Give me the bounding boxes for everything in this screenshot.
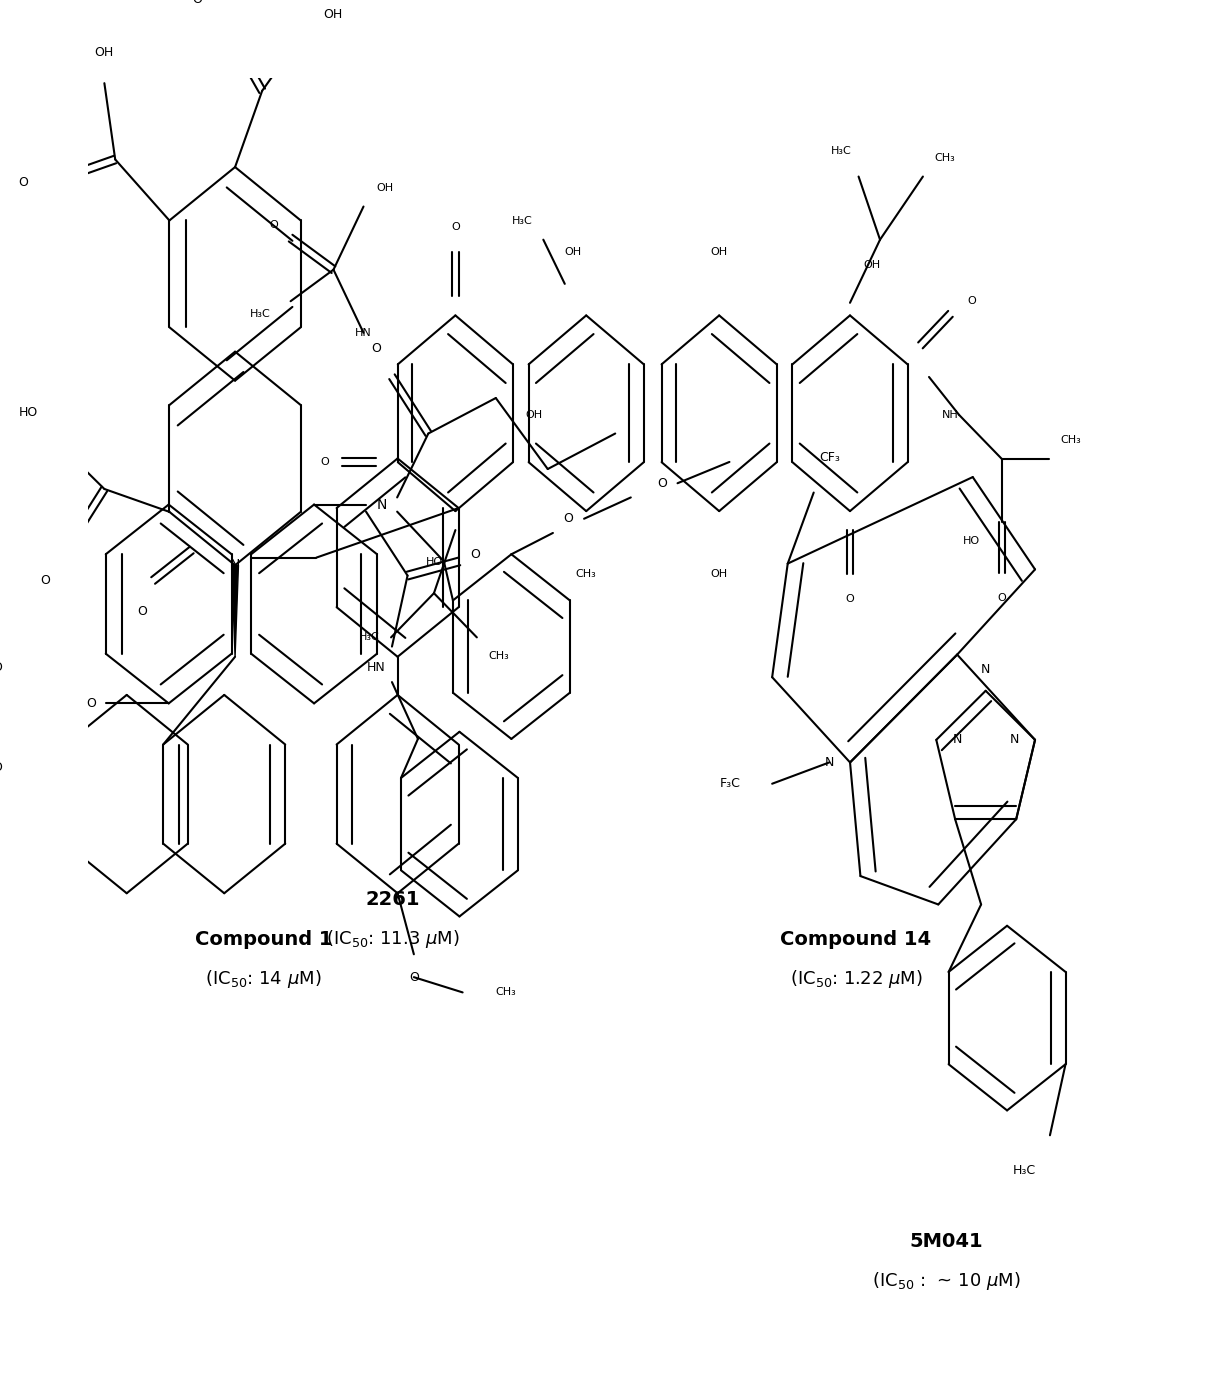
Text: (IC$_{50}$: 14 $\mu$M): (IC$_{50}$: 14 $\mu$M): [206, 967, 322, 990]
Text: O: O: [998, 594, 1006, 603]
Text: HO: HO: [18, 406, 38, 419]
Text: H₃C: H₃C: [250, 309, 271, 319]
Text: OH: OH: [564, 248, 581, 258]
Text: NH: NH: [942, 410, 958, 420]
Text: O: O: [371, 342, 382, 354]
Text: Compound 14: Compound 14: [781, 930, 931, 949]
Text: (IC$_{50}$: 1.22 $\mu$M): (IC$_{50}$: 1.22 $\mu$M): [789, 967, 922, 990]
Text: CH₃: CH₃: [575, 570, 596, 580]
Text: HN: HN: [367, 661, 386, 675]
Text: O: O: [563, 512, 573, 525]
Text: O: O: [470, 547, 480, 561]
Text: O: O: [137, 605, 147, 617]
Text: O: O: [967, 297, 977, 307]
Text: N: N: [377, 497, 387, 511]
Text: O: O: [657, 477, 667, 490]
Text: CH₃: CH₃: [496, 987, 517, 997]
Polygon shape: [231, 566, 239, 657]
Text: HO: HO: [426, 557, 443, 567]
Text: O: O: [40, 574, 50, 587]
Text: (IC$_{50}$: 11.3 $\mu$M): (IC$_{50}$: 11.3 $\mu$M): [327, 928, 460, 951]
Text: CH₃: CH₃: [934, 153, 955, 162]
Text: HN: HN: [355, 328, 372, 337]
Text: (IC$_{50}$ :  ~ 10 $\mu$M): (IC$_{50}$ : ~ 10 $\mu$M): [871, 1270, 1021, 1292]
Text: OH: OH: [863, 260, 880, 270]
Text: H₃C: H₃C: [831, 146, 852, 157]
Text: OH: OH: [711, 248, 728, 258]
Text: N: N: [230, 559, 240, 573]
Text: OH: OH: [377, 182, 394, 193]
Text: O: O: [321, 458, 329, 468]
Text: F₃C: F₃C: [720, 777, 741, 790]
Text: Compound 1: Compound 1: [195, 930, 332, 949]
Text: O: O: [269, 220, 278, 231]
Text: N: N: [952, 734, 962, 746]
Text: H₃C: H₃C: [1012, 1165, 1036, 1177]
Text: N: N: [980, 664, 990, 676]
Text: O: O: [18, 176, 28, 189]
Text: OH: OH: [526, 410, 543, 420]
Text: O: O: [450, 223, 460, 232]
Text: O: O: [846, 595, 854, 605]
Text: O: O: [0, 661, 2, 675]
Text: O: O: [0, 760, 2, 774]
Text: O: O: [409, 970, 419, 984]
Text: OH: OH: [94, 46, 114, 59]
Text: CF₃: CF₃: [819, 451, 840, 463]
Text: H₃C: H₃C: [359, 633, 379, 643]
Text: HO: HO: [963, 536, 980, 546]
Text: OH: OH: [323, 8, 343, 21]
Text: O: O: [86, 697, 95, 710]
Text: N: N: [825, 756, 834, 769]
Text: CH₃: CH₃: [488, 651, 509, 661]
Text: OH: OH: [711, 570, 728, 580]
Text: N: N: [1010, 734, 1018, 746]
Text: CH₃: CH₃: [1060, 435, 1081, 445]
Text: O: O: [192, 0, 202, 6]
Text: 5M041: 5M041: [909, 1232, 983, 1252]
Text: H₃C: H₃C: [512, 216, 532, 225]
Text: 2261: 2261: [366, 890, 420, 910]
